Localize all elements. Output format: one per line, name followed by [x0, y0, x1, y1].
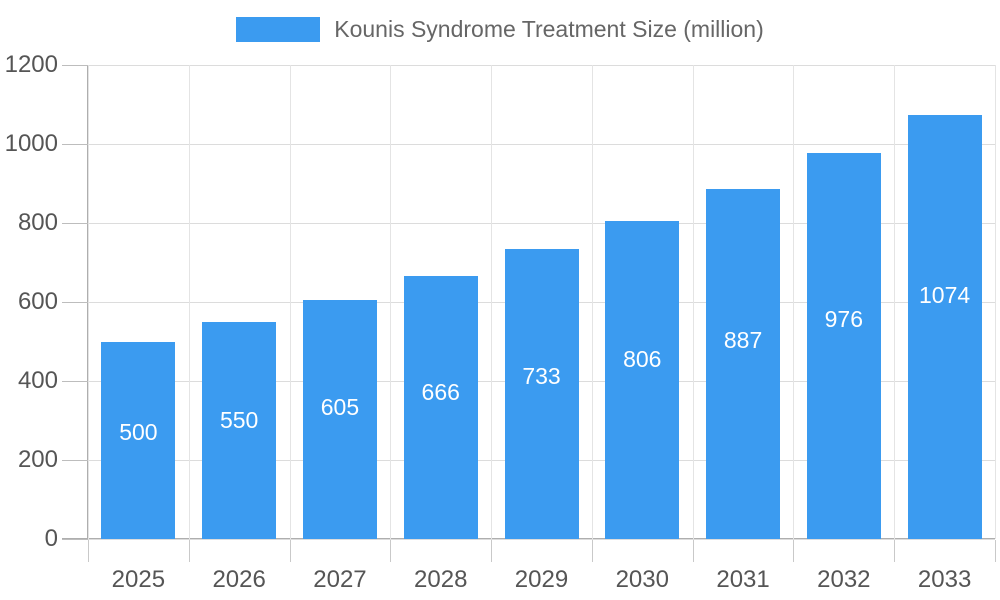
bar[interactable]: 500	[101, 341, 176, 539]
bar[interactable]: 733	[504, 249, 579, 539]
x-axis-tick	[592, 540, 593, 562]
gridline-vertical	[189, 65, 190, 539]
y-axis-label: 600	[17, 288, 58, 315]
x-axis-tick	[189, 540, 190, 562]
gridline-horizontal	[88, 539, 995, 540]
gridline-vertical	[894, 65, 895, 539]
bar-value-label: 733	[522, 363, 561, 390]
y-axis-tick	[62, 65, 88, 66]
y-axis-tick	[62, 381, 88, 382]
gridline-horizontal	[88, 144, 995, 145]
x-axis-label: 2031	[716, 566, 770, 593]
bar[interactable]: 1074	[907, 114, 982, 539]
bar[interactable]: 806	[605, 220, 680, 539]
x-axis-label: 2032	[817, 566, 871, 593]
bar[interactable]: 887	[706, 188, 781, 539]
x-axis-tick	[693, 540, 694, 562]
chart-legend: Kounis Syndrome Treatment Size (million)	[0, 12, 1000, 46]
gridline-vertical	[390, 65, 391, 539]
legend-series-label[interactable]: Kounis Syndrome Treatment Size (million)	[334, 15, 764, 42]
x-axis-tick	[88, 540, 89, 562]
bar-value-label: 666	[421, 379, 460, 406]
x-axis-label: 2027	[313, 566, 367, 593]
x-axis-label: 2028	[414, 566, 468, 593]
bar[interactable]: 976	[806, 153, 881, 539]
bar-value-label: 550	[219, 406, 259, 433]
x-axis-tick	[793, 540, 794, 562]
bar[interactable]: 550	[202, 321, 277, 539]
x-axis-label: 2029	[514, 566, 569, 593]
x-axis-tick	[491, 540, 492, 562]
y-axis-tick	[62, 460, 88, 461]
y-axis-label: 800	[17, 209, 58, 236]
y-axis-label: 1000	[4, 130, 58, 157]
bar-value-label: 500	[119, 418, 158, 445]
x-axis-label: 2025	[111, 566, 166, 593]
gridline-horizontal	[88, 65, 995, 66]
gridline-vertical	[88, 65, 89, 539]
bar[interactable]: 666	[403, 275, 478, 539]
gridline-vertical	[995, 65, 996, 539]
legend-color-swatch[interactable]	[236, 16, 321, 42]
gridline-vertical	[491, 65, 492, 539]
x-axis-tick	[290, 540, 291, 562]
y-axis-label: 1200	[4, 51, 58, 78]
y-axis-tick	[62, 302, 88, 303]
y-axis-tick	[62, 144, 88, 145]
x-axis-tick	[995, 540, 996, 562]
y-axis-label: 200	[17, 446, 58, 473]
bar-value-label: 605	[320, 393, 360, 420]
gridline-vertical	[793, 65, 794, 539]
x-axis-label: 2026	[212, 566, 266, 593]
y-axis-tick	[62, 223, 88, 224]
gridline-horizontal	[88, 223, 995, 224]
x-axis-tick	[390, 540, 391, 562]
y-axis-label: 400	[17, 367, 58, 394]
x-axis-tick	[894, 540, 895, 562]
gridline-vertical	[693, 65, 694, 539]
y-axis-tick	[62, 539, 88, 540]
bar-value-label: 976	[824, 305, 864, 332]
gridline-vertical	[290, 65, 291, 539]
gridline-vertical	[592, 65, 593, 539]
bar-value-label: 1074	[919, 282, 971, 309]
x-axis-label: 2030	[615, 566, 669, 593]
bar-value-label: 887	[723, 326, 763, 353]
bar[interactable]: 605	[302, 300, 377, 539]
x-axis-label: 2033	[917, 566, 972, 593]
bar-value-label: 806	[623, 345, 662, 372]
y-axis-label: 0	[44, 525, 58, 552]
plot-area: 500 550 605 666 733 806 887 976 1074	[88, 65, 996, 540]
